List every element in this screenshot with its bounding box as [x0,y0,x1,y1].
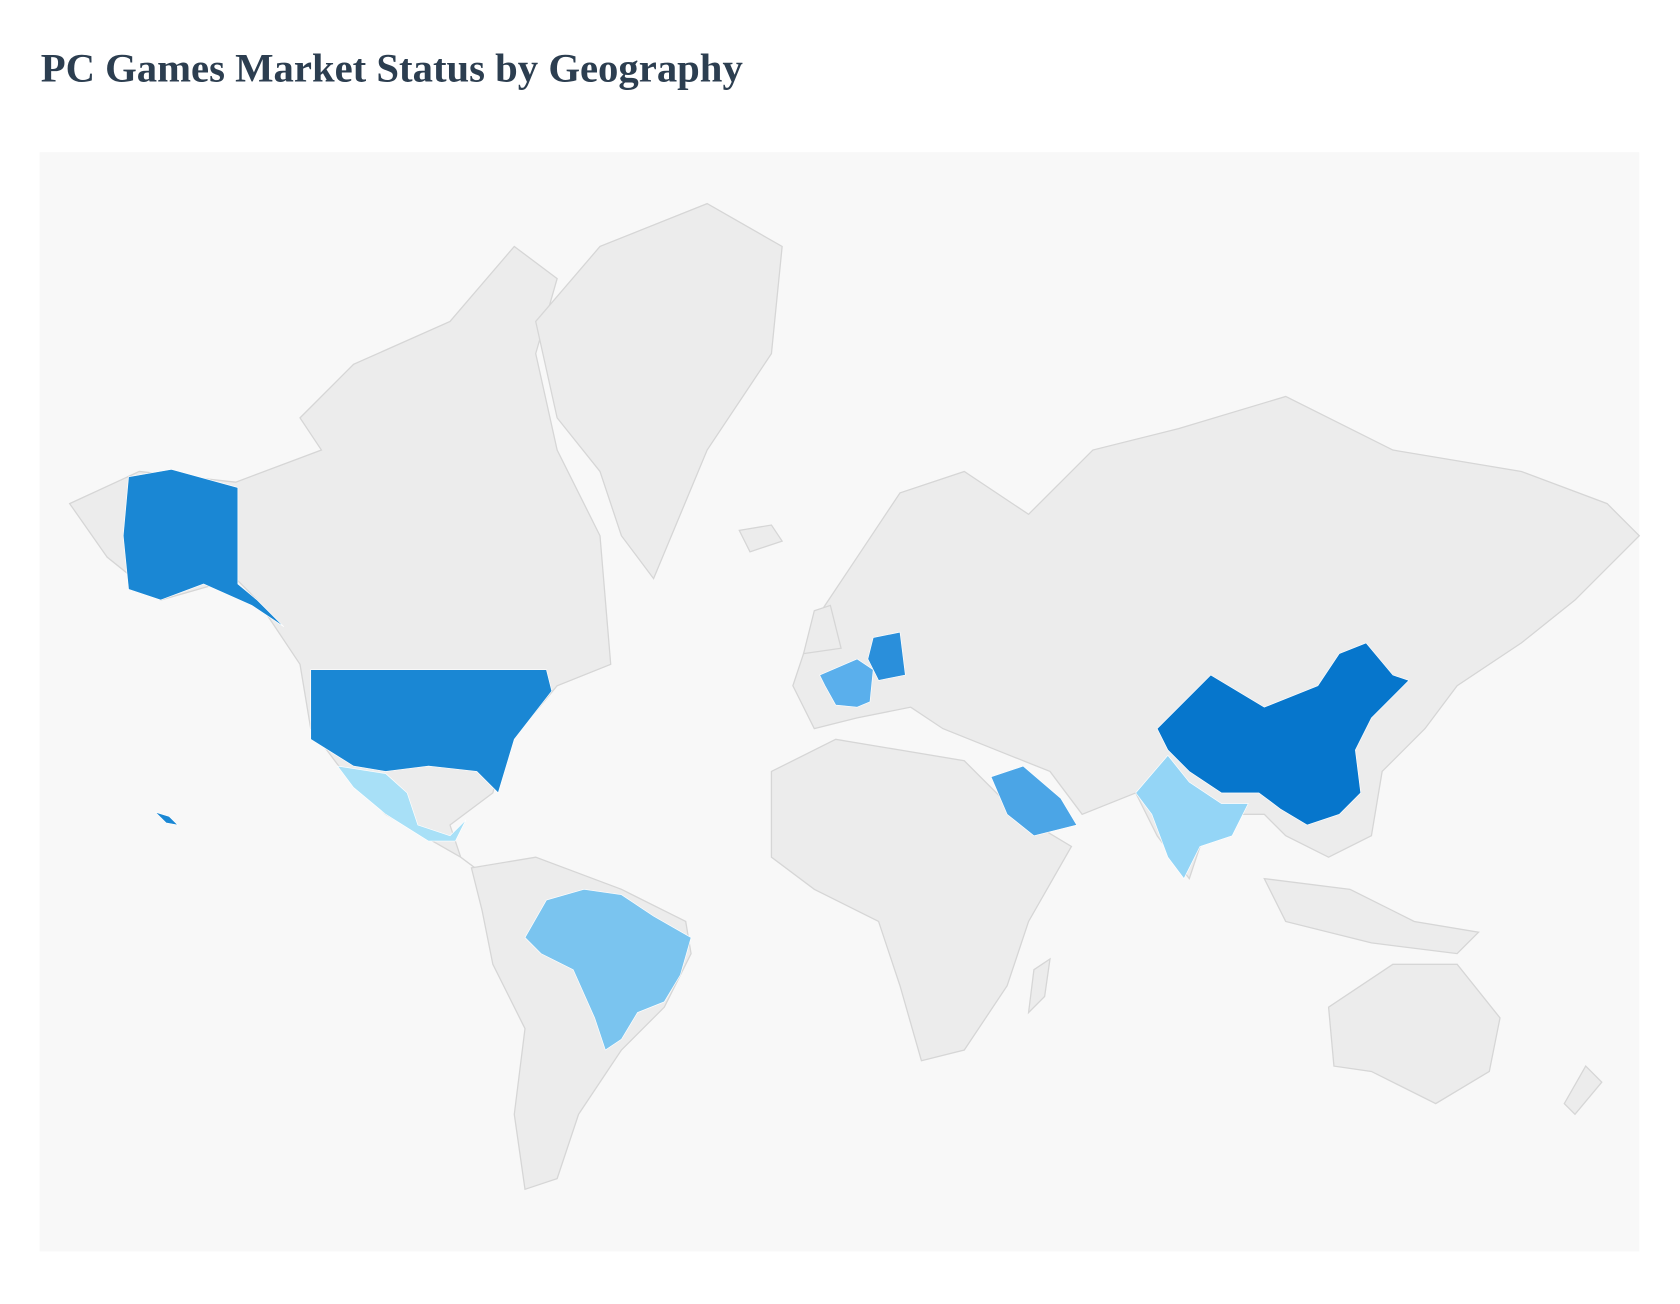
country-france [819,658,874,708]
new-zealand [1563,1065,1603,1116]
country-india [1135,754,1249,880]
eurasia [792,395,1641,880]
country-saudi-arabia [990,765,1078,837]
country-germany [867,631,906,681]
country-mexico [336,765,467,842]
uk [802,604,842,655]
country-brazil [524,888,692,1051]
africa [770,738,1073,1062]
highlight-group [122,468,1410,1051]
southeast-asia-islands [1263,877,1480,955]
country-alaska [122,468,285,628]
country-china [1156,642,1410,826]
page-title: PC Games Market Status by Geography [41,45,743,90]
madagascar [1027,957,1051,1015]
iceland [738,524,784,553]
greenland [535,202,783,580]
country-usa [310,669,553,794]
country-hawaii [155,811,179,826]
australia [1327,963,1501,1105]
